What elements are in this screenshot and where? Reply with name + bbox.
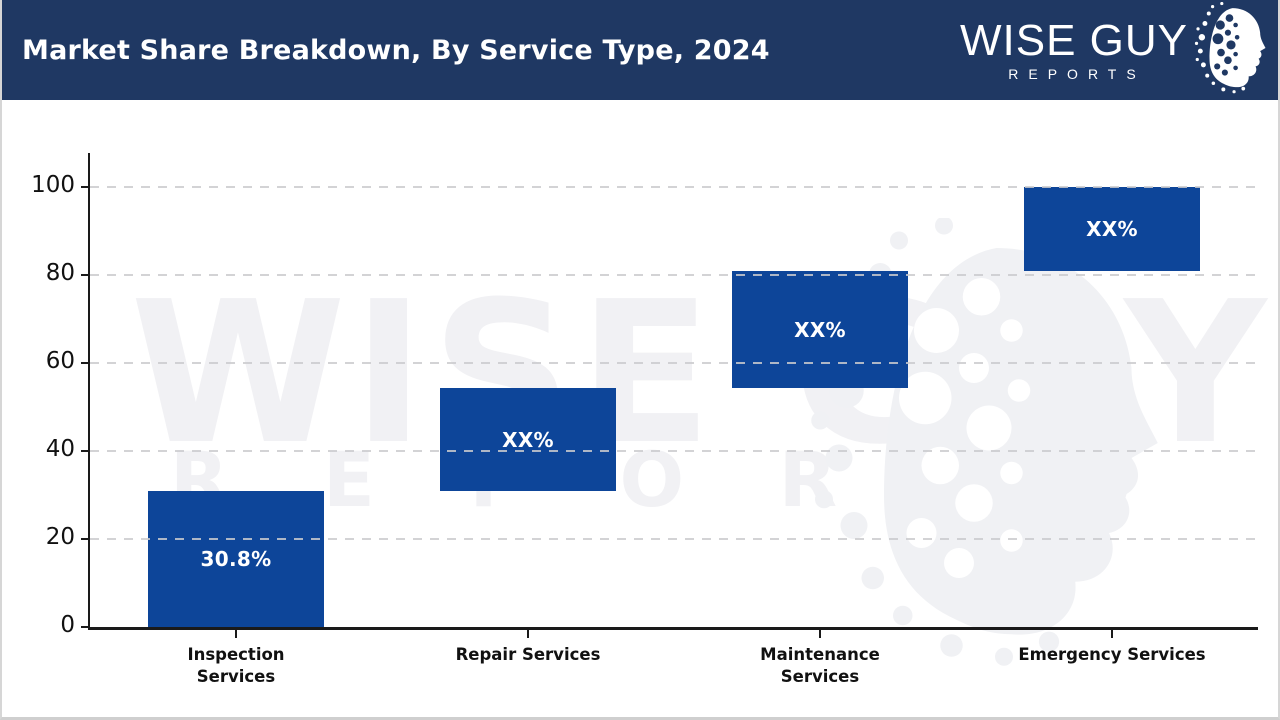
bar-value-label-3: XX%	[794, 317, 846, 342]
page-title: Market Share Breakdown, By Service Type,…	[22, 34, 770, 66]
x-axis-tick-2	[527, 630, 529, 638]
y-axis-tick-40	[81, 450, 90, 452]
y-axis-tick-80	[81, 274, 90, 276]
y-axis-tick-20	[81, 538, 90, 540]
y-axis-tick-0	[81, 626, 90, 628]
x-axis-category-2: Repair Services	[455, 645, 601, 664]
y-axis-ticklabel-80: 80	[45, 260, 75, 286]
chart-area: WISE GUY R E P O R T S	[2, 100, 1278, 717]
x-axis-tick-1	[235, 630, 237, 638]
x-axis-category-4: Emergency Services	[1018, 645, 1206, 664]
wiseguy-logo: WISE GUY REPORTS	[959, 1, 1272, 98]
y-axis-ticklabel-0: 0	[60, 612, 75, 638]
gridline-y-80	[90, 274, 1258, 276]
y-axis-ticklabel-20: 20	[45, 524, 75, 550]
wiseguy-head-icon	[1190, 1, 1272, 98]
watermark-head-icon	[794, 216, 1184, 672]
y-axis-tick-100	[81, 186, 90, 188]
y-axis-tick-60	[81, 362, 90, 364]
gridline-y-60	[90, 362, 1258, 364]
y-axis-ticklabel-60: 60	[45, 348, 75, 374]
bar-4: XX%	[1024, 187, 1200, 272]
y-axis-line	[88, 153, 90, 630]
x-axis-category-1: Inspection Services	[187, 645, 285, 686]
gridline-y-100	[90, 186, 1258, 188]
gridline-y-20	[90, 538, 1258, 540]
y-axis-ticklabel-40: 40	[45, 436, 75, 462]
chart-plot: 0 20 40 60 80 100 30.8% Inspection Services XX% Re…	[2, 100, 1278, 717]
x-axis-tick-3	[819, 630, 821, 638]
wiseguy-logo-text: WISE GUY REPORTS	[959, 15, 1188, 82]
bar-value-label-4: XX%	[1086, 217, 1138, 242]
bar-value-label-2: XX%	[502, 427, 554, 452]
header: Market Share Breakdown, By Service Type,…	[2, 0, 1278, 100]
x-axis-category-3: Maintenance Services	[760, 645, 880, 686]
bar-3: XX%	[732, 271, 908, 389]
x-axis-tick-4	[1111, 630, 1113, 638]
x-axis-line	[88, 627, 1258, 630]
wiseguy-logo-name: WISE GUY	[959, 15, 1188, 65]
bar-value-label-1: 30.8%	[200, 547, 272, 572]
bar-1: 30.8%	[148, 491, 324, 627]
wiseguy-logo-subname: REPORTS	[1008, 65, 1146, 82]
y-axis-ticklabel-100: 100	[31, 172, 75, 198]
bar-2: XX%	[440, 388, 616, 492]
gridline-y-40	[90, 450, 1258, 452]
